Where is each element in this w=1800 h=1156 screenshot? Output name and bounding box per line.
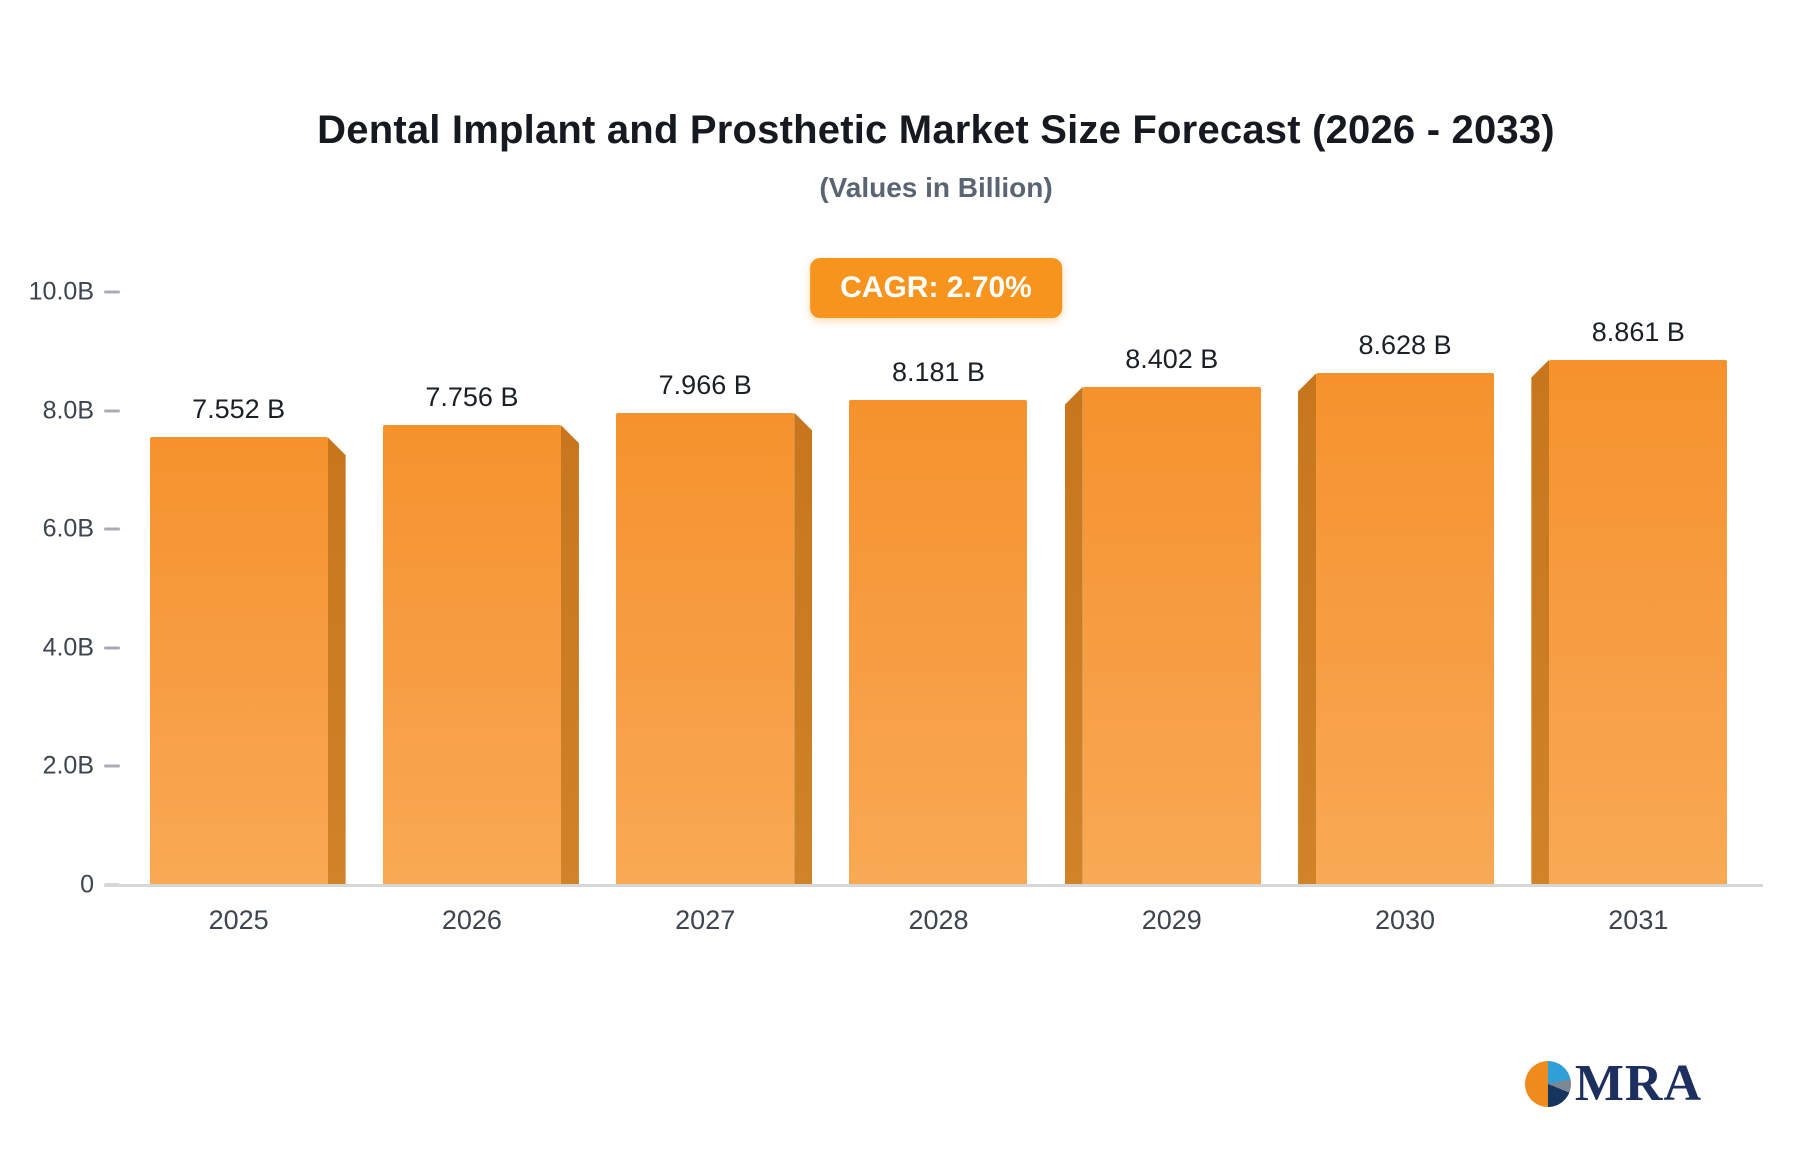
bar-value-label: 8.861 B: [1591, 316, 1685, 347]
chart-title: Dental Implant and Prosthetic Market Siz…: [317, 108, 1555, 152]
bar-group-2028: 8.181 B 2028: [822, 292, 1055, 935]
bar-2027: 7.966 B: [616, 370, 813, 885]
chart-subtitle: (Values in Billion): [819, 172, 1053, 203]
y-axis-tick: 10.0B: [20, 278, 120, 307]
bar-group-2029: 8.402 B 2029: [1055, 292, 1288, 935]
x-axis-baseline: [104, 884, 1763, 887]
bar-group-2031: 8.861 B 2031: [1522, 292, 1755, 935]
y-axis-tick-mark: [104, 290, 120, 294]
x-axis-label: 2025: [208, 905, 269, 935]
x-axis-label: 2027: [675, 905, 736, 935]
brand-logo: MRA: [1524, 1055, 1702, 1112]
y-axis-tick-mark: [104, 527, 120, 531]
bar-2028: 8.181 B: [849, 357, 1028, 885]
y-axis-tick-label: 6.0B: [42, 514, 94, 543]
bar-value-label: 7.756 B: [425, 382, 519, 413]
y-axis-tick: 2.0B: [20, 752, 120, 781]
bar-side-face: [1064, 386, 1083, 885]
y-axis: 10.0B 8.0B 6.0B 4.0B 2.0B 0: [20, 278, 120, 899]
bars: 7.552 B 2025 7.756 B 2026 7.966 B 2027 8.181 B…: [122, 292, 1755, 935]
pie-logo-icon: [1524, 1061, 1571, 1107]
y-axis-tick: 8.0B: [20, 396, 120, 425]
bar-2030: 8.628 B: [1298, 330, 1495, 885]
bar-value-label: 8.181 B: [891, 356, 986, 387]
bar-side-face: [1531, 359, 1550, 885]
y-axis-tick-label: 10.0B: [28, 277, 94, 306]
y-axis-tick-mark: [104, 409, 120, 413]
bar-value-label: 7.552 B: [192, 394, 286, 425]
x-axis-label: 2028: [908, 905, 969, 935]
bar-2029: 8.402 B: [1064, 344, 1261, 885]
bar-group-2030: 8.628 B 2030: [1288, 292, 1521, 935]
logo-text: MRA: [1574, 1055, 1702, 1112]
cagr-badge: CAGR: 2.70%: [810, 258, 1062, 318]
bar-side-face: [327, 437, 346, 885]
bar-2026: 7.756 B: [382, 382, 579, 885]
x-axis-label: 2029: [1141, 905, 1202, 935]
y-axis-tick-mark: [104, 646, 120, 650]
bar-value-label: 7.966 B: [658, 369, 752, 400]
y-axis-tick: 4.0B: [20, 633, 120, 662]
y-axis-tick-mark: [104, 764, 120, 768]
y-axis-tick-label: 2.0B: [42, 751, 94, 780]
y-axis-tick-label: 0: [80, 870, 94, 899]
x-axis-label: 2030: [1375, 905, 1436, 935]
bar-2025: 7.552 B: [149, 394, 346, 885]
bar-group-2026: 7.756 B 2026: [355, 292, 588, 935]
x-axis-label: 2026: [441, 905, 502, 935]
bar-group-2025: 7.552 B 2025: [122, 292, 355, 935]
y-axis-tick-label: 8.0B: [42, 396, 94, 425]
y-axis-tick: 6.0B: [20, 515, 120, 544]
bar-side-face: [560, 425, 579, 885]
bar-side-face: [1298, 373, 1317, 885]
bar-value-label: 8.628 B: [1358, 330, 1452, 361]
bar-2031: 8.861 B: [1531, 317, 1728, 885]
bar-side-face: [794, 412, 813, 885]
bar-group-2027: 7.966 B 2027: [589, 292, 822, 935]
x-axis-label: 2031: [1608, 905, 1669, 935]
plot-area: 7.552 B 2025 7.756 B 2026 7.966 B 2027 8.181 B…: [104, 292, 1763, 935]
bar-value-label: 8.402 B: [1125, 343, 1219, 374]
y-axis-tick-label: 4.0B: [42, 633, 94, 662]
